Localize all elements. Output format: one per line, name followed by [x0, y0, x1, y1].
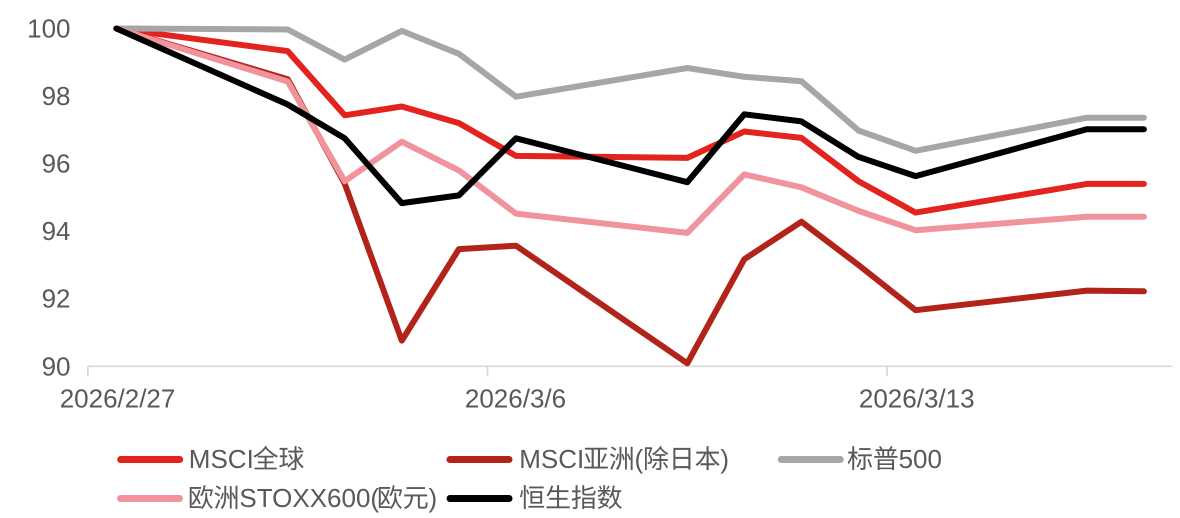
- svg-text:2026/2/27: 2026/2/27: [60, 384, 176, 414]
- svg-text:100: 100: [27, 14, 70, 44]
- svg-text:2026/3/13: 2026/3/13: [859, 384, 975, 414]
- svg-text:94: 94: [42, 216, 71, 246]
- svg-text:): ): [720, 444, 729, 474]
- svg-text:98: 98: [42, 81, 71, 111]
- svg-text:(: (: [635, 444, 644, 474]
- svg-text:): ): [429, 483, 438, 513]
- svg-text:500: 500: [899, 444, 942, 474]
- svg-text:MSCI: MSCI: [519, 444, 584, 474]
- svg-text:STOXX600(: STOXX600(: [239, 483, 379, 513]
- svg-text:90: 90: [42, 351, 71, 381]
- svg-text:MSCI: MSCI: [189, 444, 254, 474]
- svg-text:92: 92: [42, 284, 71, 314]
- svg-text:2026/3/6: 2026/3/6: [465, 384, 566, 414]
- svg-text:96: 96: [42, 149, 71, 179]
